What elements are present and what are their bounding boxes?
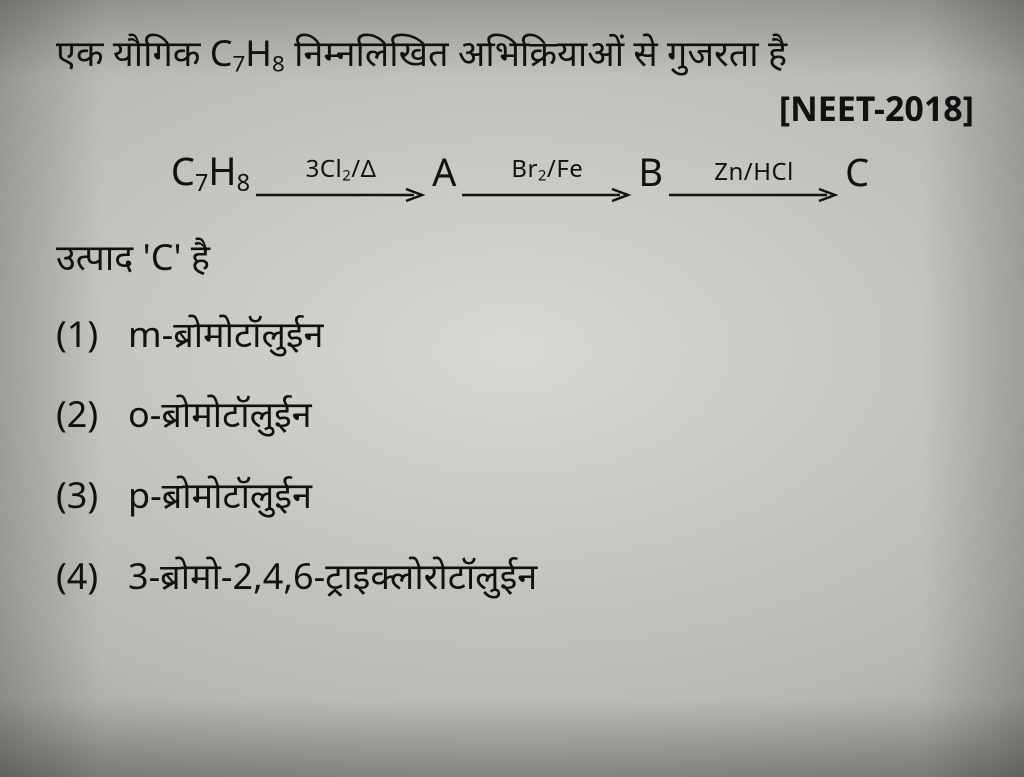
reagent-3: Zn/HCl: [714, 160, 794, 184]
option-text: m-ब्रोमोटॉलुईन: [128, 311, 324, 358]
product-C: C: [845, 146, 869, 198]
reaction-scheme: C7H8 3Cl2/Δ A Br2/Fe B Zn/HCl C: [56, 145, 984, 198]
reactant-start: C7H8: [171, 145, 250, 198]
reagent-1: 3Cl2/Δ: [306, 157, 377, 184]
option-text: p-ब्रोमोटॉलुईन: [128, 472, 312, 519]
formula-c7h8: C7H8: [210, 28, 285, 77]
stem-part2: निम्नलिखित अभिक्रियाओं से गुजरता है: [294, 28, 787, 77]
option-4[interactable]: (4) 3-ब्रोमो-2,4,6-ट्राइक्लोरोटॉलुईन: [56, 553, 984, 600]
options-list: (1) m-ब्रोमोटॉलुईन (2) o-ब्रोमोटॉलुईन (3…: [56, 311, 984, 600]
arrow-3: Zn/HCl: [669, 160, 839, 204]
stem-part1: एक यौगिक: [56, 28, 210, 77]
product-A: A: [432, 146, 456, 198]
product-prompt: उत्पाद 'C' है: [56, 232, 984, 281]
option-number: (2): [56, 391, 114, 438]
option-number: (1): [56, 311, 114, 358]
option-text: o-ब्रोमोटॉलुईन: [128, 391, 312, 438]
reagent-2: Br2/Fe: [511, 157, 583, 184]
option-1[interactable]: (1) m-ब्रोमोटॉलुईन: [56, 311, 984, 358]
arrow-icon: [462, 186, 632, 204]
product-B: B: [638, 146, 663, 198]
arrow-2: Br2/Fe: [462, 157, 632, 204]
arrow-icon: [669, 186, 839, 204]
option-3[interactable]: (3) p-ब्रोमोटॉलुईन: [56, 472, 984, 519]
option-number: (4): [56, 553, 114, 600]
question-stem: एक यौगिक C7H8 निम्नलिखित अभिक्रियाओं से …: [56, 28, 984, 79]
option-text: 3-ब्रोमो-2,4,6-ट्राइक्लोरोटॉलुईन: [128, 553, 537, 600]
arrow-1: 3Cl2/Δ: [256, 157, 426, 204]
question-page: एक यौगिक C7H8 निम्नलिखित अभिक्रियाओं से …: [0, 0, 1024, 777]
option-2[interactable]: (2) o-ब्रोमोटॉलुईन: [56, 391, 984, 438]
exam-tag: [NEET-2018]: [56, 85, 984, 131]
arrow-icon: [256, 186, 426, 204]
option-number: (3): [56, 472, 114, 519]
